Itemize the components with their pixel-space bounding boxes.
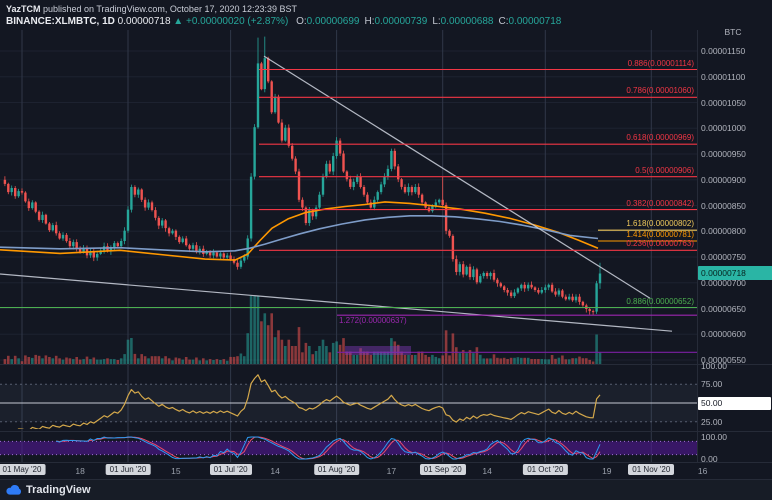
footer-bar: TradingView — [0, 480, 772, 500]
tradingview-wordmark[interactable]: TradingView — [26, 484, 91, 496]
ohlc-strip: O:0.00000699 H:0.00000739 L:0.00000688 C:0.… — [291, 16, 561, 27]
ohlc-value: 0.00000688 — [440, 16, 494, 27]
publish-author: YazTCM — [6, 4, 41, 14]
publish-text: published on TradingView.com, October 17… — [40, 4, 298, 14]
ohlc-key: O: — [296, 16, 307, 27]
price-change: ▲ +0.00000020 (+2.87%) — [173, 16, 289, 27]
ohlc-key: H: — [364, 16, 375, 27]
last-price: 0.00000718 — [117, 16, 171, 27]
symbol-info-row: BINANCE:XLMBTC, 1D 0.00000718 ▲ +0.00000… — [6, 16, 561, 28]
tradingview-logo-icon[interactable] — [6, 484, 21, 496]
ohlc-key: L: — [432, 16, 441, 27]
symbol-title[interactable]: BINANCE:XLMBTC, 1D — [6, 16, 115, 27]
publish-info: YazTCM published on TradingView.com, Oct… — [6, 3, 561, 15]
ohlc-value: 0.00000739 — [374, 16, 428, 27]
ohlc-value: 0.00000699 — [306, 16, 360, 27]
current-price-badge: 0.00000718 — [698, 266, 772, 280]
price-axis-unit: BTC — [724, 27, 742, 37]
ohlc-key: C: — [498, 16, 509, 27]
chart-header: YazTCM published on TradingView.com, Oct… — [6, 3, 561, 28]
ohlc-value: 0.00000718 — [508, 16, 562, 27]
